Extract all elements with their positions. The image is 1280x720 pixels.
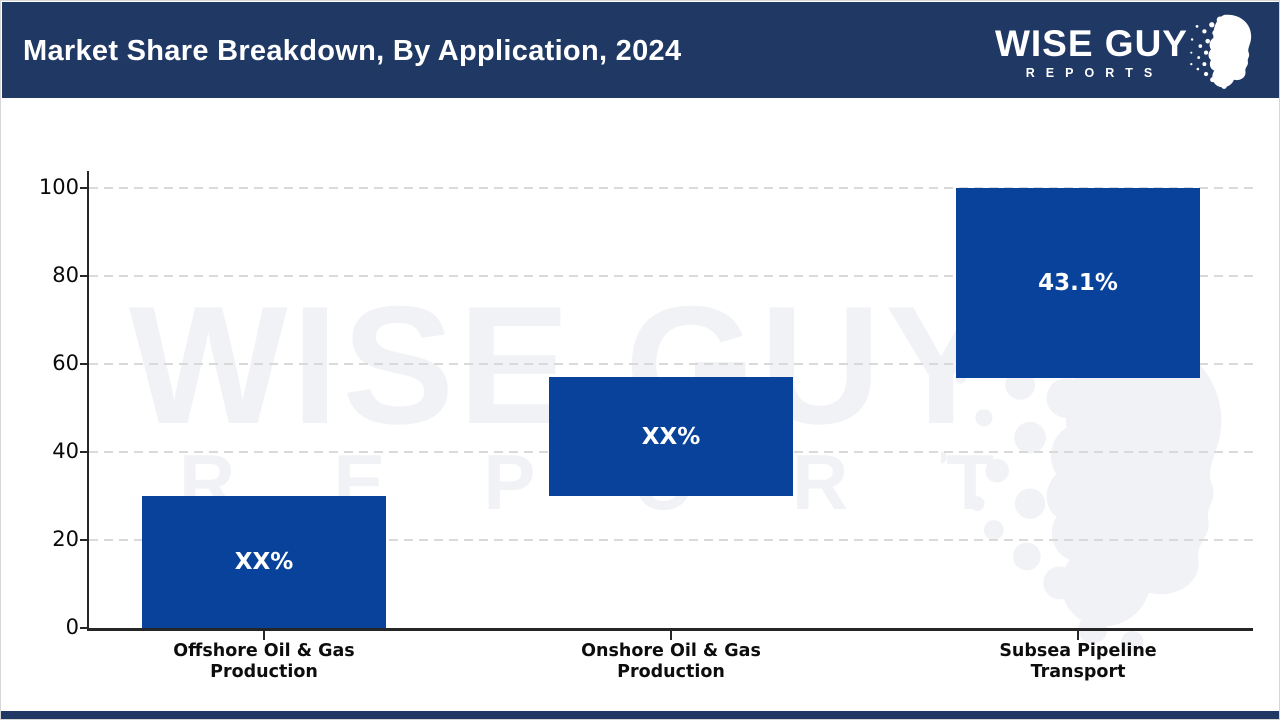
gridline: [89, 539, 1253, 541]
category-label-line: Onshore Oil & Gas: [581, 641, 761, 661]
gridline: [89, 275, 1253, 277]
category-label: Subsea Pipeline Transport: [918, 641, 1238, 683]
category-label: Onshore Oil & Gas Production: [511, 641, 831, 683]
page-title: Market Share Breakdown, By Application, …: [23, 35, 682, 67]
category-label-line: Transport: [1030, 662, 1126, 682]
y-axis-tick: [80, 539, 89, 541]
y-axis-tick: [80, 363, 89, 365]
category-label-line: Production: [617, 662, 725, 682]
category-label-line: Offshore Oil & Gas: [173, 641, 355, 661]
dotted-head-icon: [1190, 14, 1252, 89]
bar-segment: 43.1%: [956, 188, 1200, 378]
y-axis-tick-label: 40: [52, 439, 79, 463]
x-axis-tick: [263, 631, 265, 640]
x-axis-tick: [1077, 631, 1079, 640]
bar-value-label: XX%: [641, 423, 701, 450]
y-axis: [87, 171, 89, 631]
x-axis-tick: [670, 631, 672, 640]
x-axis: [87, 628, 1253, 631]
logo-wordmark: WISE GUY: [994, 22, 1188, 64]
category-label: Offshore Oil & Gas Production: [104, 641, 424, 683]
gridline: [89, 187, 1253, 189]
y-axis-tick-label: 100: [38, 175, 79, 199]
y-axis-tick-label: 20: [52, 527, 79, 551]
wise-guy-reports-logo: WISE GUY REPORTS: [995, 10, 1262, 92]
category-label-line: Production: [210, 662, 318, 682]
bar-segment: XX%: [142, 496, 386, 628]
gridline: [89, 363, 1253, 365]
category-label-line: Subsea Pipeline: [999, 641, 1157, 661]
y-axis-tick-label: 80: [52, 263, 79, 287]
y-axis-tick: [80, 451, 89, 453]
logo-text: WISE GUY REPORTS: [995, 23, 1188, 80]
logo-subtitle: REPORTS: [1025, 65, 1164, 80]
y-axis-tick: [80, 187, 89, 189]
bar-segment: XX%: [549, 377, 793, 496]
footer-bar: [1, 711, 1279, 719]
y-axis-tick-label: 0: [65, 615, 79, 639]
y-axis-tick: [80, 275, 89, 277]
bar-value-label: XX%: [234, 549, 294, 575]
y-axis-tick: [80, 627, 89, 629]
y-axis-tick-label: 60: [52, 351, 79, 375]
bar-value-label: 43.1%: [1038, 269, 1118, 296]
header-bar: Market Share Breakdown, By Application, …: [2, 2, 1279, 98]
